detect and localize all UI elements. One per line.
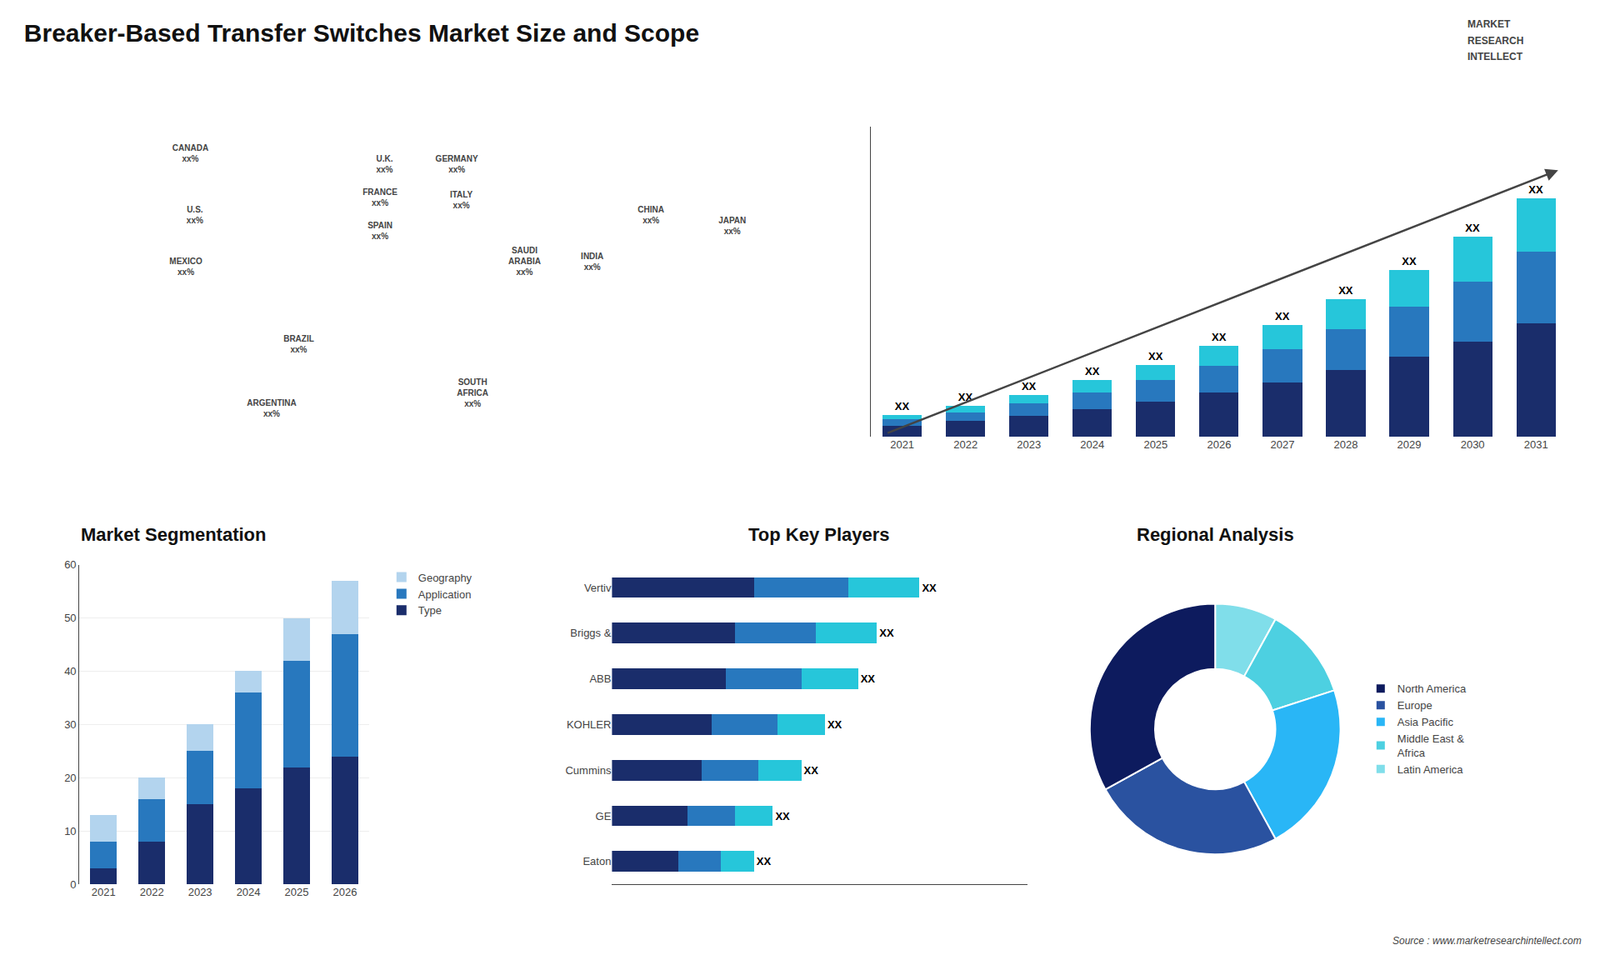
svg-text:2025: 2025 xyxy=(1143,438,1168,451)
svg-text:SAUDIARABIAxx%: SAUDIARABIAxx% xyxy=(508,245,541,277)
svg-text:2021: 2021 xyxy=(890,438,915,451)
svg-text:JAPANxx%: JAPANxx% xyxy=(718,215,746,236)
svg-text:Regional Analysis: Regional Analysis xyxy=(1136,524,1295,545)
svg-text:XX: XX xyxy=(775,810,790,823)
svg-text:50: 50 xyxy=(64,611,76,625)
svg-text:Asia Pacific: Asia Pacific xyxy=(1397,715,1455,729)
svg-text:Type: Type xyxy=(418,604,442,617)
svg-text:XX: XX xyxy=(895,400,910,413)
svg-text:2031: 2031 xyxy=(1524,438,1549,451)
svg-text:Top Key Players: Top Key Players xyxy=(748,524,890,545)
svg-text:Middle East &Africa: Middle East &Africa xyxy=(1397,732,1465,760)
svg-text:30: 30 xyxy=(64,718,76,731)
svg-text:40: 40 xyxy=(64,665,76,678)
svg-text:10: 10 xyxy=(64,825,76,838)
svg-text:2024: 2024 xyxy=(1080,438,1105,451)
svg-text:2026: 2026 xyxy=(1206,438,1231,451)
svg-text:Geography: Geography xyxy=(418,571,473,585)
svg-text:2024: 2024 xyxy=(236,885,261,899)
svg-text:XX: XX xyxy=(1338,284,1354,297)
svg-text:2029: 2029 xyxy=(1397,438,1422,451)
svg-text:XX: XX xyxy=(1465,221,1480,235)
svg-text:2023: 2023 xyxy=(1016,438,1041,451)
svg-text:Briggs &: Briggs & xyxy=(570,626,611,640)
svg-text:Vertiv: Vertiv xyxy=(584,581,612,595)
svg-text:Breaker-Based Transfer Switche: Breaker-Based Transfer Switches Market S… xyxy=(24,19,700,47)
svg-text:INDIAxx%: INDIAxx% xyxy=(580,251,604,272)
svg-text:XX: XX xyxy=(1275,310,1290,323)
svg-text:XX: XX xyxy=(1528,183,1544,196)
svg-text:XX: XX xyxy=(1085,365,1100,378)
svg-text:2027: 2027 xyxy=(1270,438,1295,451)
svg-text:Cummins: Cummins xyxy=(565,764,611,777)
svg-text:BRAZILxx%: BRAZILxx% xyxy=(283,334,315,355)
svg-text:60: 60 xyxy=(64,558,76,571)
svg-text:XX: XX xyxy=(958,390,974,404)
svg-text:2026: 2026 xyxy=(333,885,358,899)
svg-text:XX: XX xyxy=(1211,330,1227,344)
svg-text:GE: GE xyxy=(595,810,612,823)
svg-text:XX: XX xyxy=(1401,255,1417,268)
svg-text:U.K.xx%: U.K.xx% xyxy=(375,154,393,175)
svg-text:CHINAxx%: CHINAxx% xyxy=(637,205,665,225)
svg-text:SOUTHAFRICAxx%: SOUTHAFRICAxx% xyxy=(456,377,489,409)
svg-text:XX: XX xyxy=(827,718,843,731)
svg-text:Latin America: Latin America xyxy=(1397,763,1465,776)
svg-text:XX: XX xyxy=(879,626,895,640)
svg-text:MARKET: MARKET xyxy=(1467,18,1511,30)
svg-text:ABB: ABB xyxy=(589,672,611,685)
svg-text:U.S.xx%: U.S.xx% xyxy=(186,205,204,225)
svg-text:2025: 2025 xyxy=(285,885,310,899)
svg-text:FRANCExx%: FRANCExx% xyxy=(362,187,398,208)
svg-text:2023: 2023 xyxy=(188,885,213,899)
svg-text:2028: 2028 xyxy=(1334,438,1359,451)
svg-text:Europe: Europe xyxy=(1397,699,1433,712)
svg-text:ITALYxx%: ITALYxx% xyxy=(450,190,474,210)
svg-text:RESEARCH: RESEARCH xyxy=(1467,35,1524,47)
svg-text:North America: North America xyxy=(1397,682,1467,695)
svg-text:XX: XX xyxy=(756,855,772,868)
svg-text:2030: 2030 xyxy=(1460,438,1485,451)
svg-text:GERMANYxx%: GERMANYxx% xyxy=(435,154,479,175)
svg-text:2022: 2022 xyxy=(140,885,165,899)
svg-text:XX: XX xyxy=(804,764,820,777)
svg-text:Market Segmentation: Market Segmentation xyxy=(80,524,267,545)
svg-text:Eaton: Eaton xyxy=(582,855,611,868)
svg-text:XX: XX xyxy=(1021,380,1037,393)
svg-text:20: 20 xyxy=(64,771,76,785)
svg-text:XX: XX xyxy=(1148,350,1164,363)
svg-text:MEXICOxx%: MEXICOxx% xyxy=(169,256,203,277)
svg-text:0: 0 xyxy=(70,878,76,891)
svg-text:Source : www.marketresearchint: Source : www.marketresearchintellect.com xyxy=(1392,935,1582,947)
svg-text:KOHLER: KOHLER xyxy=(566,718,611,731)
svg-text:INTELLECT: INTELLECT xyxy=(1467,50,1524,63)
svg-text:SPAINxx%: SPAINxx% xyxy=(367,220,393,241)
svg-text:XX: XX xyxy=(921,581,937,595)
svg-text:2021: 2021 xyxy=(91,885,116,899)
svg-text:XX: XX xyxy=(860,672,876,685)
svg-text:CANADAxx%: CANADAxx% xyxy=(172,143,209,164)
svg-text:ARGENTINAxx%: ARGENTINAxx% xyxy=(246,398,296,419)
svg-text:Application: Application xyxy=(418,588,472,601)
svg-text:2022: 2022 xyxy=(953,438,978,451)
